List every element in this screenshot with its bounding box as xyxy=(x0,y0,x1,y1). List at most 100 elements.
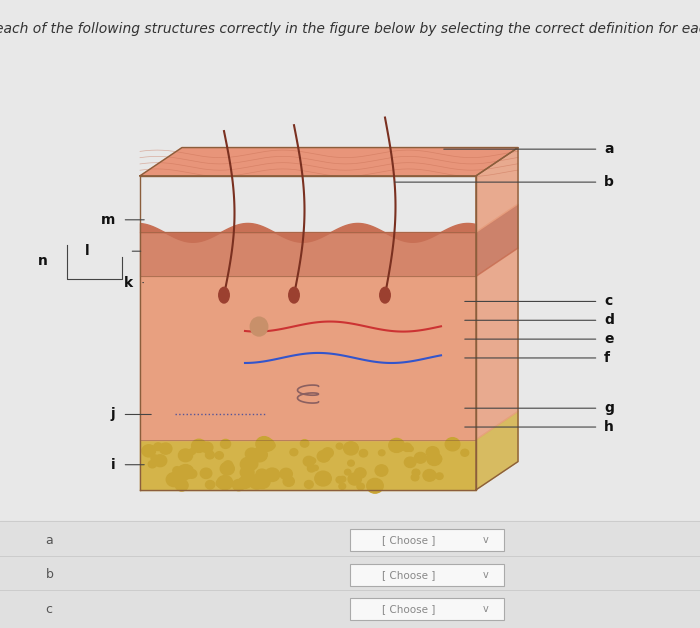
Circle shape xyxy=(322,448,333,458)
Text: v: v xyxy=(482,604,489,614)
Text: [ Choose ]: [ Choose ] xyxy=(382,604,435,614)
Circle shape xyxy=(239,477,252,489)
Circle shape xyxy=(217,475,232,490)
Circle shape xyxy=(255,475,270,489)
Text: a: a xyxy=(604,142,614,156)
Text: b: b xyxy=(604,175,614,189)
Circle shape xyxy=(348,473,361,485)
Circle shape xyxy=(260,439,274,451)
Text: c: c xyxy=(604,295,612,308)
FancyBboxPatch shape xyxy=(350,529,504,551)
FancyBboxPatch shape xyxy=(350,598,504,620)
Circle shape xyxy=(232,480,245,490)
Circle shape xyxy=(215,452,223,459)
Circle shape xyxy=(426,447,439,458)
Text: [ Choose ]: [ Choose ] xyxy=(382,570,435,580)
Circle shape xyxy=(307,465,316,472)
Ellipse shape xyxy=(288,287,300,303)
Circle shape xyxy=(200,468,212,479)
Circle shape xyxy=(312,465,318,470)
Circle shape xyxy=(300,440,309,447)
Circle shape xyxy=(244,458,258,470)
Circle shape xyxy=(187,470,197,478)
Text: n: n xyxy=(38,254,48,268)
Text: m: m xyxy=(101,213,116,227)
Ellipse shape xyxy=(218,287,230,303)
Circle shape xyxy=(336,477,344,483)
Circle shape xyxy=(303,457,314,467)
Polygon shape xyxy=(140,276,476,440)
Circle shape xyxy=(176,480,188,491)
Text: b: b xyxy=(46,568,53,581)
Circle shape xyxy=(445,438,460,451)
Circle shape xyxy=(216,479,225,487)
Circle shape xyxy=(284,476,294,486)
Text: e: e xyxy=(604,332,614,346)
Circle shape xyxy=(167,472,182,487)
Circle shape xyxy=(461,449,469,457)
Circle shape xyxy=(240,466,254,479)
Circle shape xyxy=(245,448,258,460)
Text: l: l xyxy=(85,244,90,258)
Circle shape xyxy=(359,450,368,457)
Circle shape xyxy=(427,452,442,465)
Text: Identify each of the following structures correctly in the figure below by selec: Identify each of the following structure… xyxy=(0,22,700,36)
Circle shape xyxy=(189,448,195,454)
Circle shape xyxy=(206,451,214,459)
Circle shape xyxy=(240,457,256,472)
Circle shape xyxy=(223,461,232,469)
Circle shape xyxy=(367,479,383,493)
Circle shape xyxy=(355,468,366,478)
Polygon shape xyxy=(140,232,476,276)
Circle shape xyxy=(256,469,267,480)
Circle shape xyxy=(336,443,343,449)
Circle shape xyxy=(423,470,436,481)
Polygon shape xyxy=(476,148,518,232)
Circle shape xyxy=(280,468,293,480)
Circle shape xyxy=(315,471,331,486)
Circle shape xyxy=(412,469,420,476)
Text: d: d xyxy=(604,313,614,327)
Circle shape xyxy=(379,450,385,456)
Polygon shape xyxy=(140,440,476,490)
Circle shape xyxy=(220,462,234,475)
Circle shape xyxy=(153,455,167,467)
Circle shape xyxy=(340,477,346,482)
Circle shape xyxy=(375,465,388,476)
Text: a: a xyxy=(46,534,53,546)
Text: c: c xyxy=(46,603,52,615)
Circle shape xyxy=(317,450,330,462)
Circle shape xyxy=(248,475,265,489)
Circle shape xyxy=(304,480,313,489)
Circle shape xyxy=(265,468,279,482)
Circle shape xyxy=(178,465,194,479)
Circle shape xyxy=(348,460,354,466)
Text: v: v xyxy=(482,570,489,580)
Circle shape xyxy=(148,460,156,468)
Circle shape xyxy=(142,445,155,457)
Circle shape xyxy=(402,443,412,452)
Circle shape xyxy=(344,469,351,475)
Circle shape xyxy=(407,447,413,452)
Circle shape xyxy=(220,440,230,448)
Circle shape xyxy=(357,483,364,490)
Circle shape xyxy=(309,458,316,463)
Polygon shape xyxy=(476,204,518,276)
Circle shape xyxy=(432,455,442,463)
Circle shape xyxy=(177,472,188,481)
Text: v: v xyxy=(482,535,489,545)
Circle shape xyxy=(344,442,358,455)
Polygon shape xyxy=(0,521,700,628)
Text: j: j xyxy=(111,408,116,421)
Circle shape xyxy=(151,455,159,462)
Circle shape xyxy=(405,457,416,467)
Text: [ Choose ]: [ Choose ] xyxy=(382,535,435,545)
Text: h: h xyxy=(604,420,614,434)
Circle shape xyxy=(192,439,206,452)
Circle shape xyxy=(436,473,443,479)
Text: f: f xyxy=(604,351,610,365)
Circle shape xyxy=(173,467,181,474)
Polygon shape xyxy=(476,248,518,440)
Circle shape xyxy=(256,436,272,452)
Circle shape xyxy=(346,443,358,453)
